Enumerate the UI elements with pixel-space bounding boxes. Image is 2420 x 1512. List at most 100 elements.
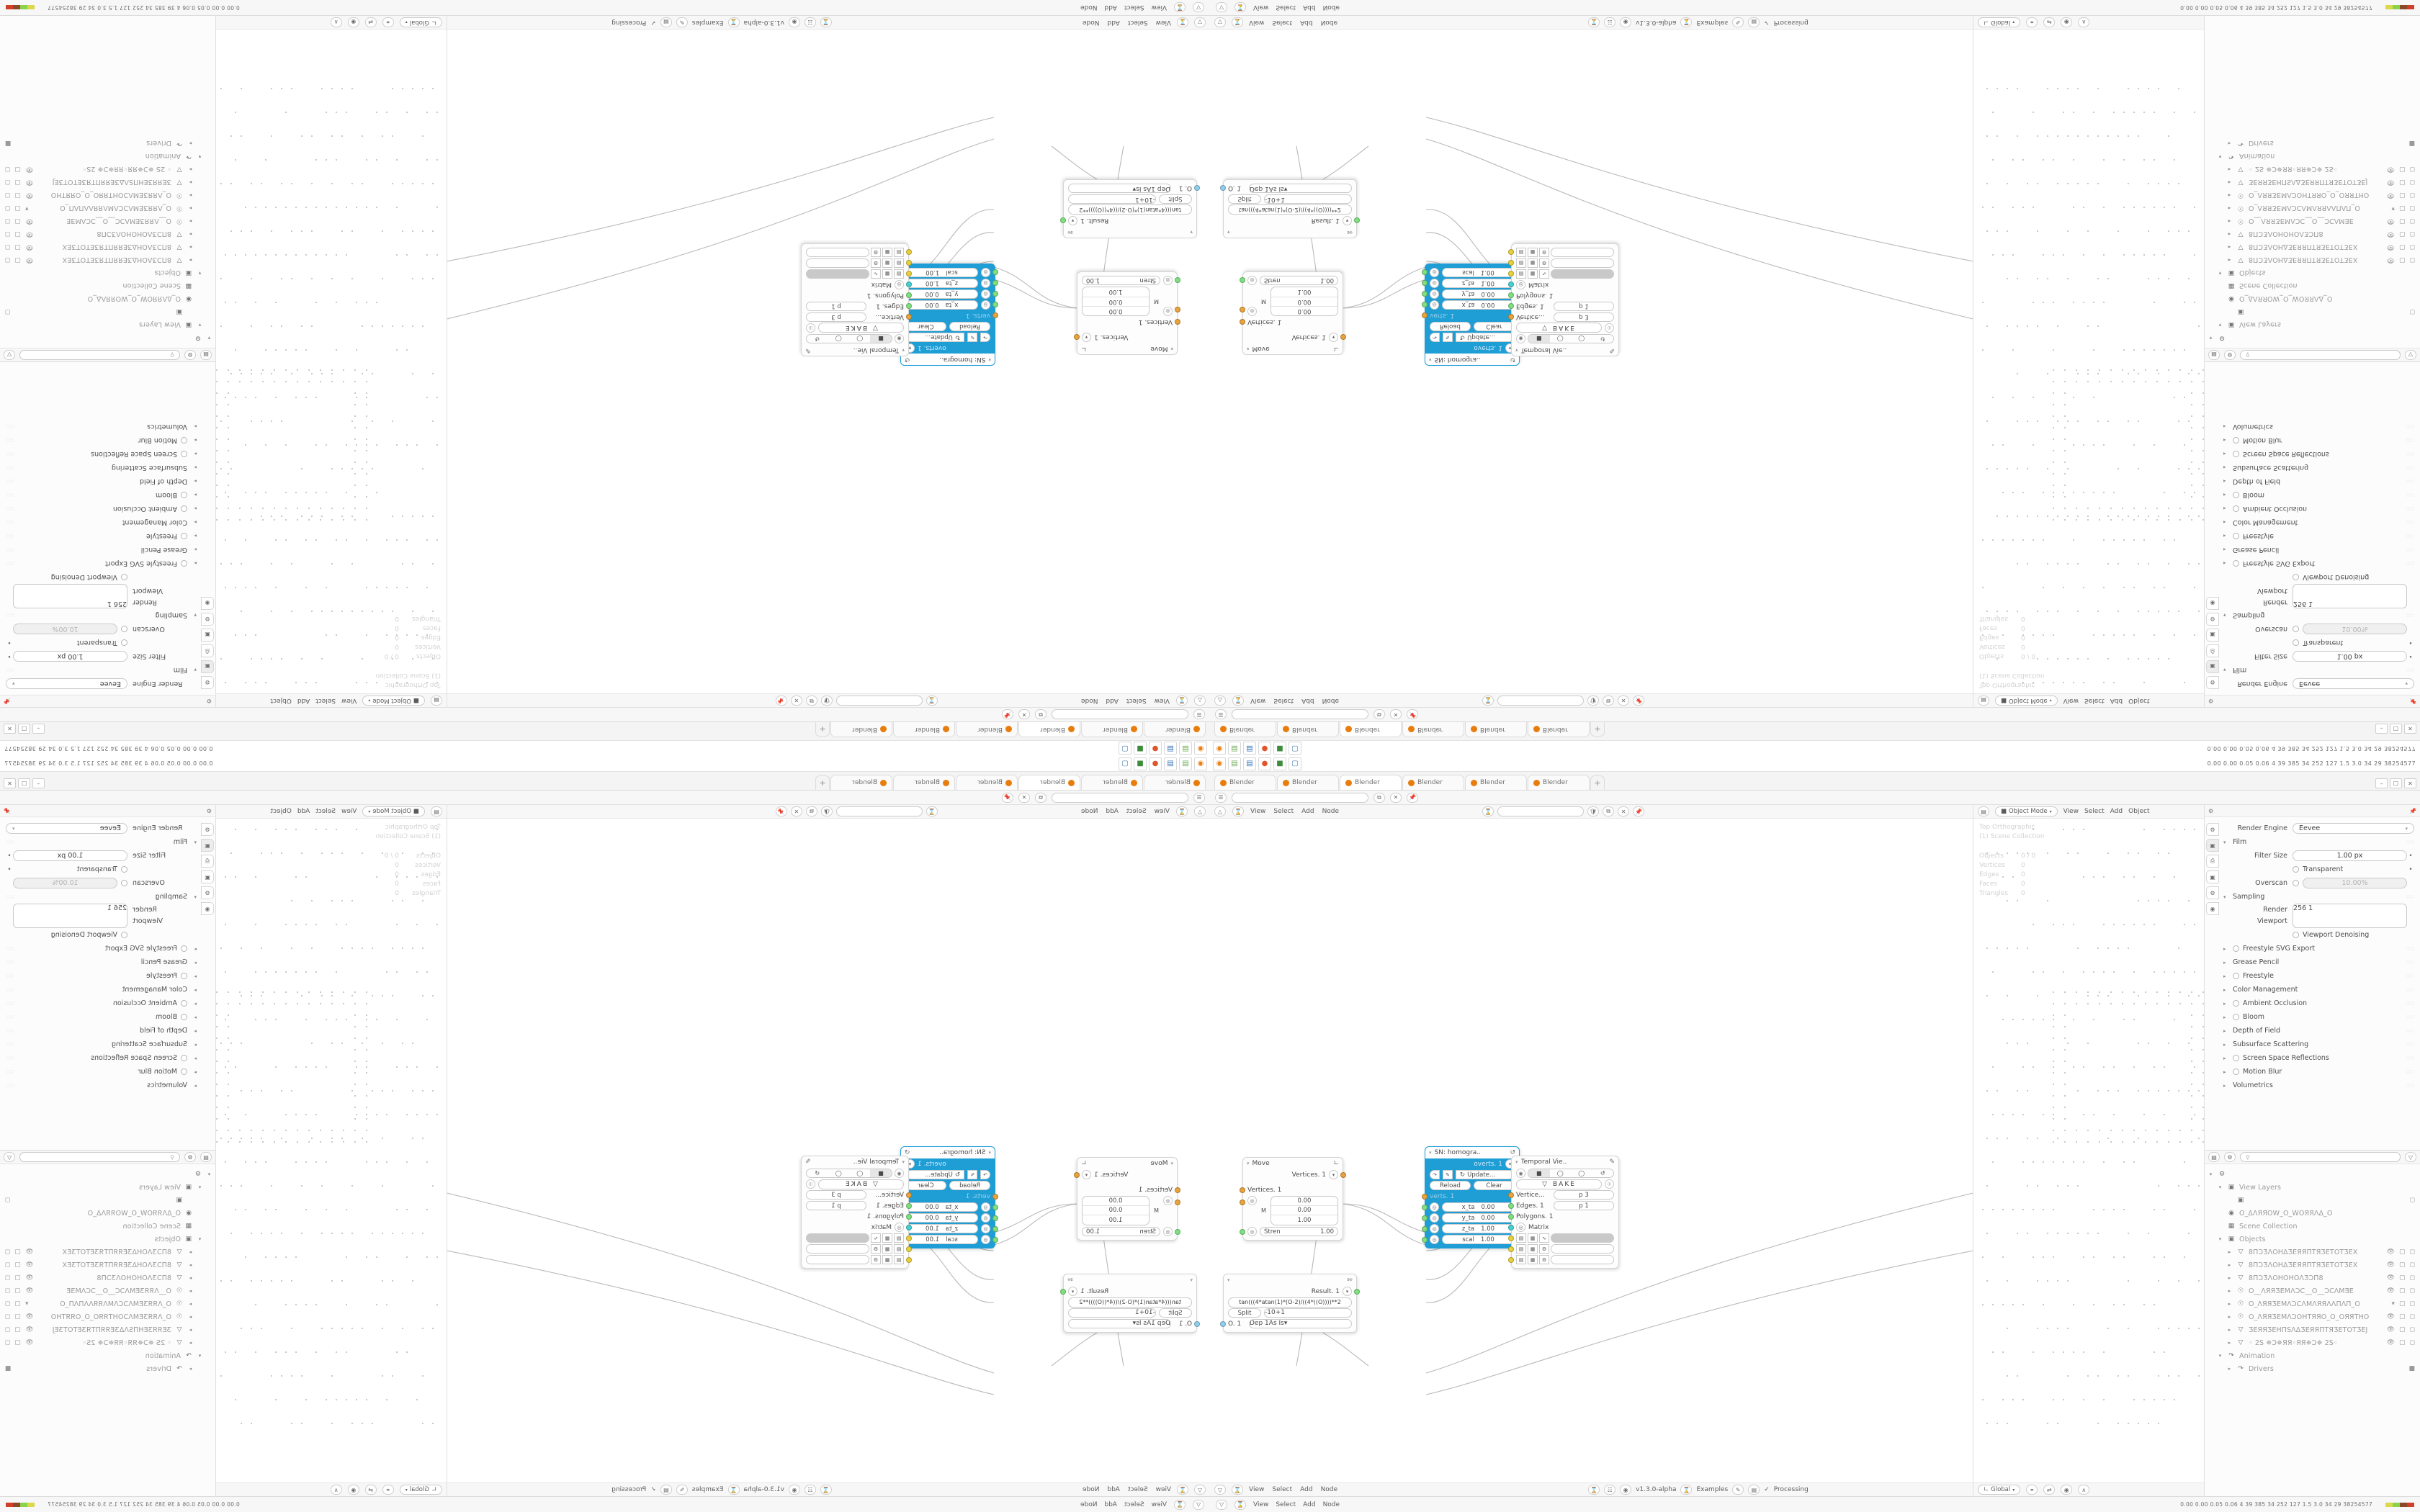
screen-icon[interactable]: ▢ [2399,230,2406,238]
tab-scene[interactable]: ⚙ [2206,613,2219,626]
split-button[interactable]: Split [1159,1308,1192,1318]
examples-menu[interactable]: Examples [692,19,724,26]
offset-segmented[interactable]: -1 0 +1 [1264,1308,1352,1318]
chevron-right-icon[interactable]: ▸ [2223,520,2229,526]
link-icon[interactable]: ◎ [1247,1196,1257,1205]
scal-control[interactable]: scal 1.00 [905,268,978,277]
node-formula[interactable]: ▾ ⇰ Result. 1 ▾ tan(((4*atan(1)*(O-2)/((… [1063,179,1197,238]
examples-menu[interactable]: Examples [1696,19,1728,26]
menu-node[interactable]: Node [1083,19,1100,26]
formula-row[interactable]: tan(((4*atan(1)*(O-2)/((4*((O))))**2 [1064,204,1196,215]
disclosure-triangle[interactable]: ▾ [2217,1353,2223,1359]
screen-icon[interactable]: ▢ [2399,1248,2406,1256]
x-ta-control[interactable]: x_ta 0.00 [1442,300,1515,310]
circle-icon[interactable]: ◯ [828,335,850,343]
color-swatch[interactable] [806,258,869,268]
run-icon[interactable]: ↷ [1430,333,1440,342]
socket-in-vertices[interactable] [1240,1187,1245,1193]
eye-icon[interactable]: 👁 [25,217,33,225]
collapsed-section-10[interactable]: ▸ Volumetrics ∷∷ [6,1079,197,1092]
node-input-z-ta[interactable]: ◎ z_ta 1.00 [1425,1223,1519,1234]
node-canvas[interactable]: ▾ Move ∟ Vertices. 1 ▾ Vertices. 1 [1210,30,1973,693]
shield-icon[interactable]: 🛡 [1587,806,1599,816]
x-ta-control[interactable]: x_ta 0.00 [1442,1202,1515,1212]
menu-object[interactable]: Object [271,697,292,704]
chevron-right-icon[interactable]: ▸ [2223,438,2229,444]
snap-target-icon[interactable]: ⇄ [2043,17,2055,27]
maximize-icon[interactable]: ☐ [18,724,30,734]
screen-icon[interactable]: ▢ [14,192,21,199]
screen-icon[interactable]: ▢ [14,243,21,251]
menu-view[interactable]: View [1253,4,1268,12]
viewport-samples-value[interactable]: 1 [107,904,112,912]
chevron-down-icon[interactable]: ▾ [988,356,991,362]
color-icon[interactable]: ▦ [1528,1233,1538,1243]
formula-field[interactable]: tan(((4*atan(1)*(O-2)/((4*((O))))**2 [1068,1297,1192,1308]
outliner-row[interactable]: ▸ ▽ 8ПƆƷΛOHOHOΛƷƆП8 👁 ▢ ◻ [3,228,212,240]
node-tree-selector-icon[interactable]: ⌛ [926,806,938,816]
camera-icon[interactable]: ◻ [2410,230,2415,238]
sverchok-icon[interactable]: ⌛ [1588,1485,1600,1495]
outliner-row-icons[interactable]: ◻ [2410,308,2417,315]
socket-in-x-ta[interactable] [1422,302,1428,308]
pin-icon[interactable]: 📌 [2409,698,2416,705]
chevron-right-icon[interactable]: ▸ [191,1083,197,1089]
camera-icon[interactable]: ◻ [2410,192,2415,199]
chevron-icon[interactable]: ▾ [2391,204,2395,212]
node-formula[interactable]: ▾ ⇰ Result. 1 ▾ tan(((4*atan(1)*(O-2)/((… [1223,1274,1357,1333]
socket-in-movement[interactable] [1175,1200,1180,1205]
taskbar-icons[interactable]: ◉ ▤ ▤ ● ■ ▢ [1213,757,1301,770]
node-input-movement[interactable]: ◎ M 0.00 0.00 1.00 [1243,1195,1343,1226]
eye-icon[interactable]: 👁 [2387,166,2395,173]
script-icon[interactable]: ✎ [967,333,977,342]
chevron-down-icon[interactable]: ▾ [1515,1159,1518,1165]
mode-selector[interactable]: ■ Object Mode ▾ [1995,696,2058,706]
node-input-edges[interactable]: Edges. 1 p 1 [802,1200,908,1211]
link-icon[interactable]: ◎ [1430,1235,1439,1244]
outliner-row[interactable]: ▸ ↷ Drivers ■ [3,1362,212,1375]
offset-minus1[interactable]: -1 [1265,195,1271,203]
color-icon[interactable]: ▦ [882,1255,892,1264]
camera-icon[interactable]: ◻ [5,1339,10,1346]
outliner-row-icons[interactable]: 👁 ▢ ◻ [3,179,33,186]
socket-in-matrix[interactable] [906,1225,912,1230]
collapsed-section-0[interactable]: ▸ Freestyle SVG Export ∷∷ [6,942,197,955]
tab-blender-1[interactable]: Blender [1144,775,1206,790]
node-input-vertices[interactable]: Vertices. 1 [1243,1184,1343,1195]
reload-button[interactable]: Reload [1430,322,1471,331]
socket-in-z-ta[interactable] [1422,1226,1428,1232]
outliner-row[interactable]: ▸ ▽ ◦ 2S ✵Ɔ✵ЯЯ◦ЯЯ✵Ɔ✵ 2S◦ 👁 ▢ ◻ [3,163,212,176]
socket-in-vertices[interactable] [906,1192,912,1198]
pin-icon[interactable]: 📌 [776,806,787,816]
outliner-row[interactable]: ▸ ↷ Drivers ■ [3,137,212,150]
outliner-row-icons[interactable]: 👁 ▢ ◻ [3,1274,33,1282]
disclosure-triangle[interactable]: ▸ [187,166,194,172]
outliner-row[interactable]: ▸ ↷ Drivers ■ [2208,1362,2417,1375]
grid-snap-icon[interactable]: ☷ [805,17,816,27]
shade-icon[interactable]: ◉ [1620,17,1631,27]
eye-icon[interactable]: 👁 [2387,256,2395,264]
outliner-row[interactable]: ◉ O_ΔΛЯЯOW_O_WOЯЯΛΔ_O [2208,1207,2417,1220]
collapsed-section-1[interactable]: ▸ Grease Pencil ∷∷ [6,955,197,969]
filter-size-value[interactable]: 1.00 px [13,850,127,861]
outliner-row[interactable]: ▸ ▽ ◦ 2S ✵Ɔ✵ЯЯ◦ЯЯ✵Ɔ✵ 2S◦ 👁 ▢ ◻ [2208,163,2417,176]
chevron-down-icon[interactable]: ▾ [191,613,197,618]
render-samples-value[interactable]: 256 [2293,600,2306,608]
datablock-field[interactable] [1052,710,1188,720]
color-swatch[interactable] [806,248,869,257]
disclosure-triangle[interactable]: ▸ [187,1366,194,1372]
overscan-value[interactable]: 10.00% [13,624,117,634]
strength-control[interactable]: Stren 1.00 [1260,276,1338,285]
minimize-icon[interactable]: – [2375,778,2388,788]
collapsed-section-10[interactable]: ▸ Volumetrics ∷∷ [2223,420,2414,433]
loop-icon[interactable]: ↺ [1592,335,1614,343]
grid-snap-icon[interactable]: ☷ [1604,17,1615,27]
node-tree-type-icon[interactable]: ⌛ [1176,696,1188,706]
split-row[interactable]: Split -1 0 +1 [1224,194,1356,204]
collapsed-section-4[interactable]: ▸ Ambient Occlusion ∷∷ [6,996,197,1010]
layout-icon[interactable]: ▤ [1748,17,1760,27]
close-icon[interactable]: ✕ [4,724,16,734]
socket-in-polygons[interactable] [1508,1214,1514,1220]
tab-blender-4[interactable]: Blender [956,775,1018,790]
outliner-row-icons[interactable]: ■ [3,1365,12,1372]
